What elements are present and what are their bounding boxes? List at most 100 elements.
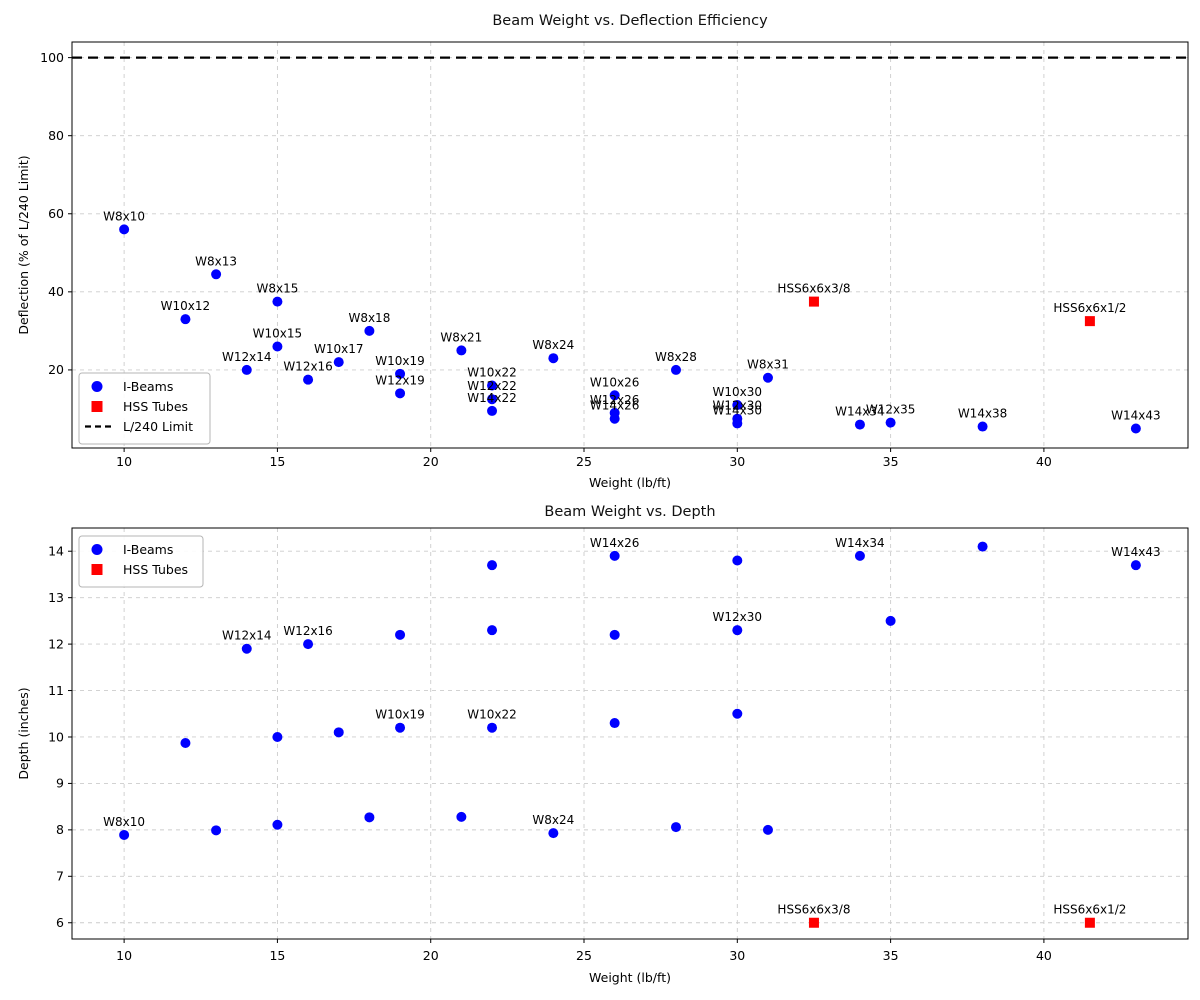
x-tick-label: 25 <box>576 454 592 469</box>
y-tick-label: 10 <box>48 729 64 744</box>
x-tick-label: 20 <box>423 948 439 963</box>
data-point-ibeam <box>732 418 743 429</box>
data-point-ibeam <box>456 345 467 356</box>
data-point-ibeam <box>609 550 620 561</box>
data-point-ibeam <box>670 822 681 833</box>
point-label: W8x15 <box>256 282 298 296</box>
deflection-efficiency-chart: 10 15 20 25 30 35 40 20 40 60 80 100 W8x10 W10x12 W8x1… <box>16 13 1189 490</box>
data-point-ibeam <box>395 722 406 733</box>
point-label: W10x15 <box>253 327 303 341</box>
data-point-ibeam <box>211 269 222 280</box>
data-point-hss <box>1084 917 1095 928</box>
point-label: W12x16 <box>283 360 333 374</box>
data-point-ibeam <box>609 390 620 401</box>
data-point-ibeam <box>119 829 130 840</box>
point-label: W8x31 <box>747 358 789 372</box>
data-point-ibeam <box>487 394 498 405</box>
data-point-ibeam <box>854 419 865 430</box>
x-tick-label: 35 <box>883 454 899 469</box>
y-tick-label: 80 <box>48 128 64 143</box>
y-tick-label: 6 <box>56 915 64 930</box>
x-tick-label: 30 <box>729 454 745 469</box>
y-tick-label: 100 <box>40 50 64 65</box>
point-label: HSS6x6x3/8 <box>777 282 850 296</box>
data-point-ibeam <box>395 388 406 399</box>
y-tick-label: 7 <box>56 869 64 884</box>
point-label: W8x10 <box>103 209 145 223</box>
data-point-ibeam <box>487 380 498 391</box>
data-point-ibeam <box>762 824 773 835</box>
legend-marker-circle <box>91 544 103 555</box>
y-axis-title: Depth (inches) <box>16 687 31 779</box>
point-label: W10x22 <box>467 366 517 380</box>
x-tick-label: 25 <box>576 948 592 963</box>
point-label: W12x35 <box>866 403 916 417</box>
y-tick-label: 14 <box>48 544 64 559</box>
data-point-hss <box>1084 316 1095 327</box>
data-point-ibeam <box>732 708 743 719</box>
data-point-ibeam <box>456 811 467 822</box>
point-label: W8x18 <box>348 311 390 325</box>
data-point-hss <box>808 296 819 307</box>
data-point-ibeam <box>487 722 498 733</box>
point-label: W12x26 <box>590 393 640 407</box>
legend-box <box>78 372 211 445</box>
point-label: W10x26 <box>590 375 640 389</box>
data-point-ibeam <box>548 828 559 839</box>
data-point-ibeam <box>977 421 988 432</box>
x-tick-label: 40 <box>1036 948 1052 963</box>
point-label: W10x30 <box>713 385 763 399</box>
data-point-ibeam <box>272 819 283 830</box>
point-label: W10x22 <box>467 708 517 722</box>
data-point-ibeam <box>303 374 314 385</box>
chart-title: Beam Weight vs. Depth <box>544 504 715 520</box>
point-label: W12x14 <box>222 350 272 364</box>
data-point-ibeam <box>180 738 191 749</box>
depth-chart: 10 15 20 25 30 35 40 6 7 8 9 10 11 12 13 14 W8x10 W12x14 W… <box>16 504 1189 985</box>
point-label: W8x21 <box>440 330 482 344</box>
data-point-ibeam <box>609 629 620 640</box>
data-point-ibeam <box>885 615 896 626</box>
data-point-ibeam <box>272 341 283 352</box>
data-point-ibeam <box>1130 423 1141 434</box>
x-tick-label: 10 <box>116 948 132 963</box>
point-label: W10x19 <box>375 354 425 368</box>
data-point-ibeam <box>670 364 681 375</box>
point-label: HSS6x6x3/8 <box>777 903 850 917</box>
data-point-ibeam <box>303 639 314 650</box>
data-point-ibeam <box>364 325 375 336</box>
data-point-ibeam <box>487 560 498 571</box>
plot-border <box>71 527 1189 940</box>
y-tick-label: 9 <box>56 776 64 791</box>
data-point-ibeam <box>241 364 252 375</box>
data-point-ibeam <box>609 718 620 729</box>
data-point-ibeam <box>732 400 743 411</box>
point-label: W12x19 <box>375 373 425 387</box>
point-label: W8x13 <box>195 254 237 268</box>
x-tick-label: 30 <box>729 948 745 963</box>
data-point-hss <box>808 917 819 928</box>
point-label: W10x17 <box>314 342 364 356</box>
x-tick-label: 15 <box>269 454 285 469</box>
x-axis-title: Weight (lb/ft) <box>589 475 671 490</box>
point-label: HSS6x6x1/2 <box>1053 301 1126 315</box>
data-point-ibeam <box>732 625 743 636</box>
chart-title: Beam Weight vs. Deflection Efficiency <box>492 13 768 29</box>
data-point-ibeam <box>272 731 283 742</box>
point-label: W14x34 <box>835 405 885 419</box>
point-label: W14x26 <box>590 536 640 550</box>
data-point-ibeam <box>977 541 988 552</box>
data-point-ibeam <box>762 372 773 383</box>
point-label: W8x28 <box>655 350 697 364</box>
y-tick-label: 40 <box>48 284 64 299</box>
legend-item-label: L/240 Limit <box>123 419 193 434</box>
data-point-ibeam <box>119 224 130 235</box>
y-tick-label: 8 <box>56 822 64 837</box>
data-point-ibeam <box>885 417 896 428</box>
point-label: W8x24 <box>532 338 574 352</box>
point-label: W14x30 <box>713 403 763 417</box>
data-point-ibeam <box>241 643 252 654</box>
data-point-ibeam <box>487 625 498 636</box>
legend-item-label: HSS Tubes <box>123 399 188 414</box>
point-label: W12x22 <box>467 379 517 393</box>
